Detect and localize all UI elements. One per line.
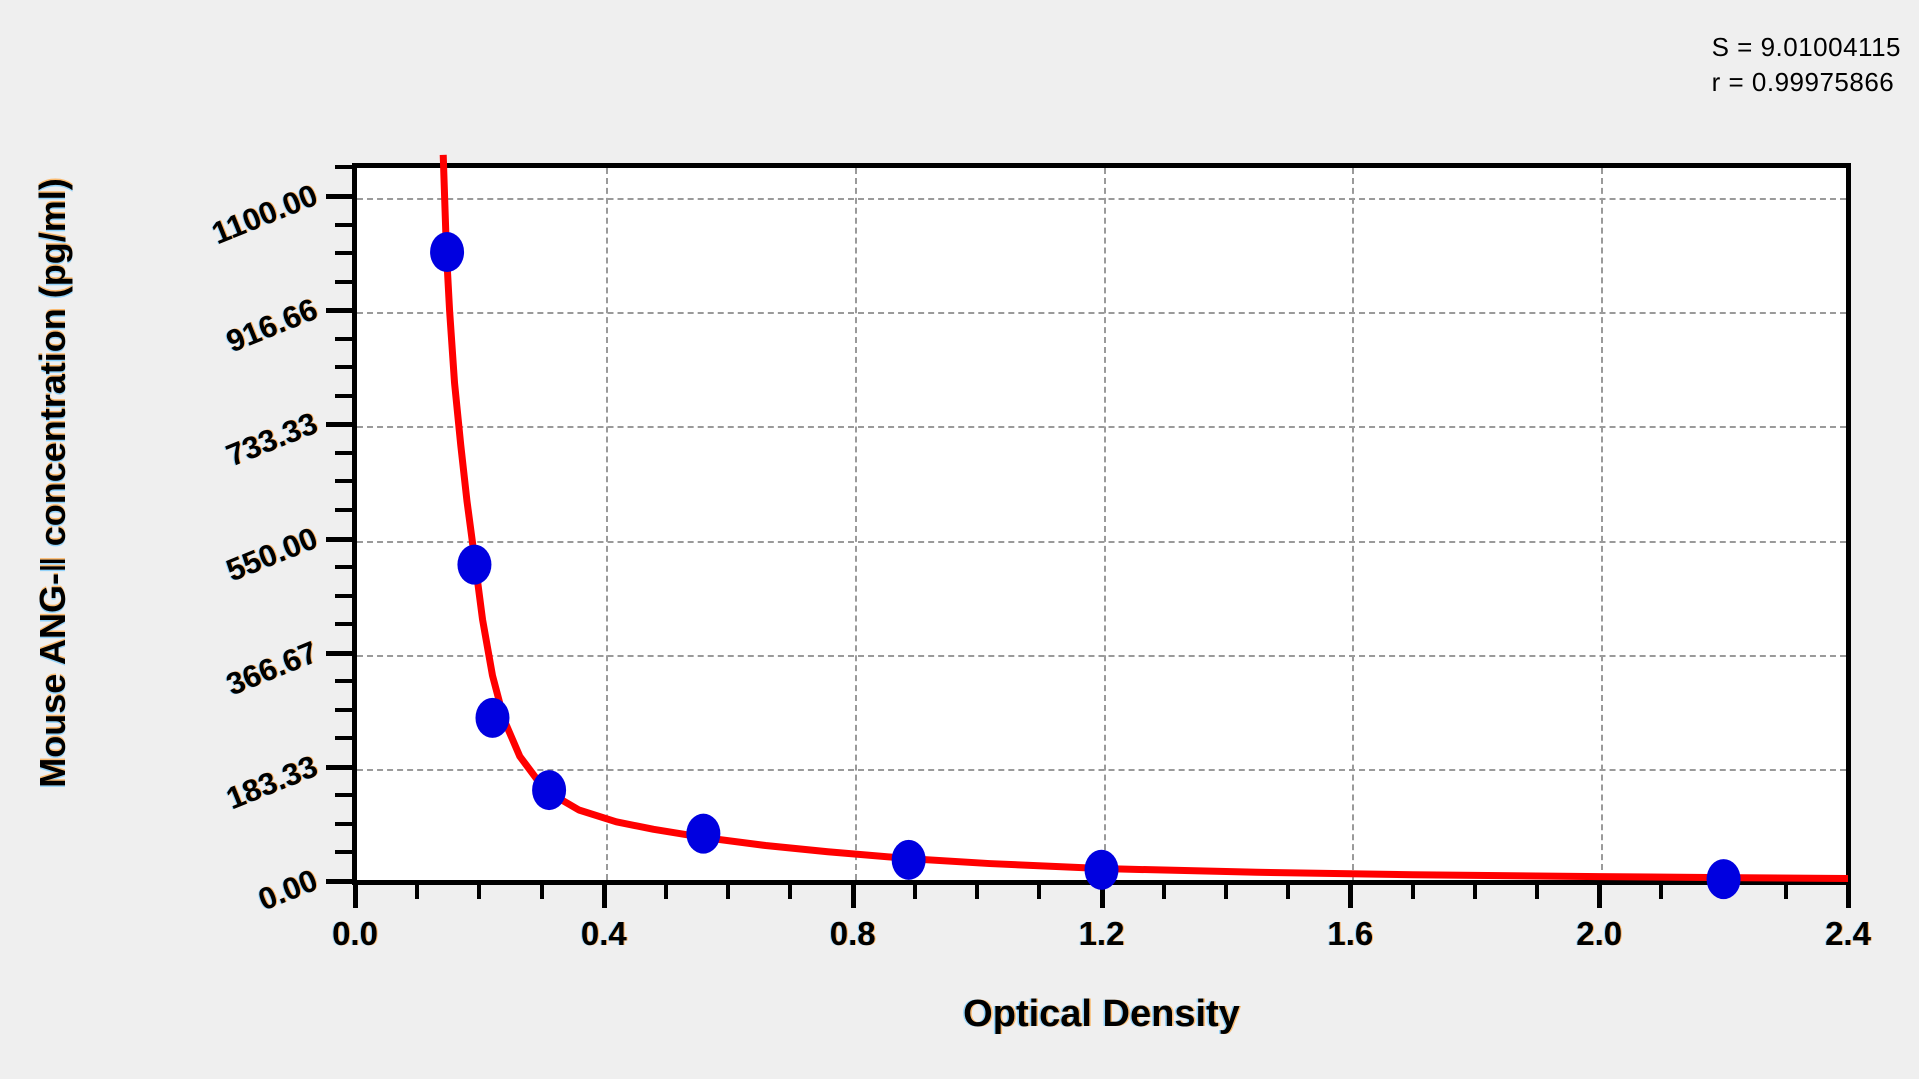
x-tick-minor bbox=[788, 882, 793, 899]
plot-area bbox=[352, 163, 1851, 885]
x-tick-label: 1.2 bbox=[1078, 915, 1125, 952]
y-tick-minor bbox=[335, 279, 352, 284]
x-tick-minor bbox=[1721, 882, 1726, 899]
gridline-vertical bbox=[1352, 168, 1355, 880]
x-tick-minor bbox=[664, 882, 669, 899]
x-tick-minor bbox=[726, 882, 731, 899]
x-tick-major bbox=[353, 882, 358, 908]
y-tick-minor bbox=[335, 707, 352, 712]
x-tick-label: 0.0 bbox=[332, 915, 378, 952]
x-tick-minor bbox=[1783, 882, 1788, 899]
x-tick-major bbox=[601, 882, 607, 908]
gridline-vertical bbox=[1103, 168, 1106, 880]
x-tick-major bbox=[1348, 882, 1354, 908]
y-tick-minor bbox=[335, 821, 352, 826]
stat-s-value: S = 9.01004115 bbox=[1711, 32, 1901, 62]
x-tick-minor bbox=[1534, 882, 1539, 899]
x-tick-minor bbox=[1037, 882, 1042, 899]
y-tick-major bbox=[326, 422, 352, 428]
y-tick-major bbox=[326, 308, 352, 314]
x-tick-label: 2.0 bbox=[1576, 915, 1623, 952]
x-tick-label: 0.8 bbox=[829, 915, 876, 952]
x-tick-minor bbox=[1659, 882, 1664, 899]
x-tick-minor bbox=[1223, 882, 1228, 899]
x-tick-major bbox=[850, 882, 856, 908]
gridline-horizontal bbox=[357, 768, 1846, 771]
y-tick-minor bbox=[335, 222, 352, 227]
x-tick-minor bbox=[1286, 882, 1291, 899]
x-tick-minor bbox=[1161, 882, 1166, 899]
gridline-horizontal bbox=[357, 426, 1846, 429]
x-tick-major bbox=[1846, 882, 1851, 908]
y-tick-minor bbox=[335, 251, 352, 256]
gridline-horizontal bbox=[357, 312, 1846, 315]
y-tick-minor bbox=[335, 793, 352, 798]
y-tick-major bbox=[326, 650, 352, 656]
y-tick-minor bbox=[335, 365, 352, 370]
y-tick-minor bbox=[335, 336, 352, 341]
gridline-vertical bbox=[605, 168, 608, 880]
gridline-vertical bbox=[1601, 168, 1604, 880]
x-tick-minor bbox=[539, 882, 544, 899]
y-tick-major bbox=[326, 536, 352, 542]
gridline-horizontal bbox=[357, 540, 1846, 543]
y-tick-minor bbox=[335, 565, 352, 570]
gridline-vertical bbox=[854, 168, 857, 880]
x-tick-major bbox=[1099, 882, 1105, 908]
x-tick-minor bbox=[1472, 882, 1477, 899]
y-axis-title-suffix: concentration (pg/ml) bbox=[32, 178, 73, 557]
gridline-horizontal bbox=[357, 198, 1846, 200]
x-tick-minor bbox=[912, 882, 917, 899]
x-tick-minor bbox=[975, 882, 980, 899]
stat-r-value: r = 0.99975866 bbox=[1711, 66, 1895, 97]
x-tick-minor bbox=[477, 882, 482, 899]
y-tick-minor bbox=[335, 622, 352, 627]
x-axis-title: Optical Density bbox=[963, 993, 1240, 1035]
y-tick-minor bbox=[335, 393, 352, 398]
y-tick-minor bbox=[335, 507, 352, 512]
fit-statistics: S = 9.01004115 r = 0.99975866 bbox=[1712, 30, 1901, 99]
x-tick-minor bbox=[1410, 882, 1415, 899]
y-tick-minor bbox=[335, 479, 352, 484]
y-axis-title-roman-numeral: Ⅱ bbox=[36, 556, 73, 574]
gridline-horizontal bbox=[357, 654, 1846, 657]
y-tick-minor bbox=[335, 736, 352, 741]
x-tick-major bbox=[1597, 882, 1603, 908]
y-tick-major bbox=[326, 879, 352, 884]
y-tick-minor bbox=[335, 850, 352, 855]
y-tick-major bbox=[326, 194, 352, 199]
x-tick-label: 1.6 bbox=[1327, 915, 1374, 952]
y-tick-minor bbox=[335, 593, 352, 598]
y-tick-minor bbox=[335, 165, 352, 170]
y-tick-major bbox=[326, 764, 352, 770]
x-tick-label: 2.4 bbox=[1825, 915, 1871, 952]
grid-layer bbox=[357, 168, 1846, 880]
x-tick-label: 0.4 bbox=[580, 915, 627, 952]
y-tick-minor bbox=[335, 450, 352, 455]
x-tick-minor bbox=[415, 882, 420, 899]
y-tick-minor bbox=[335, 679, 352, 684]
